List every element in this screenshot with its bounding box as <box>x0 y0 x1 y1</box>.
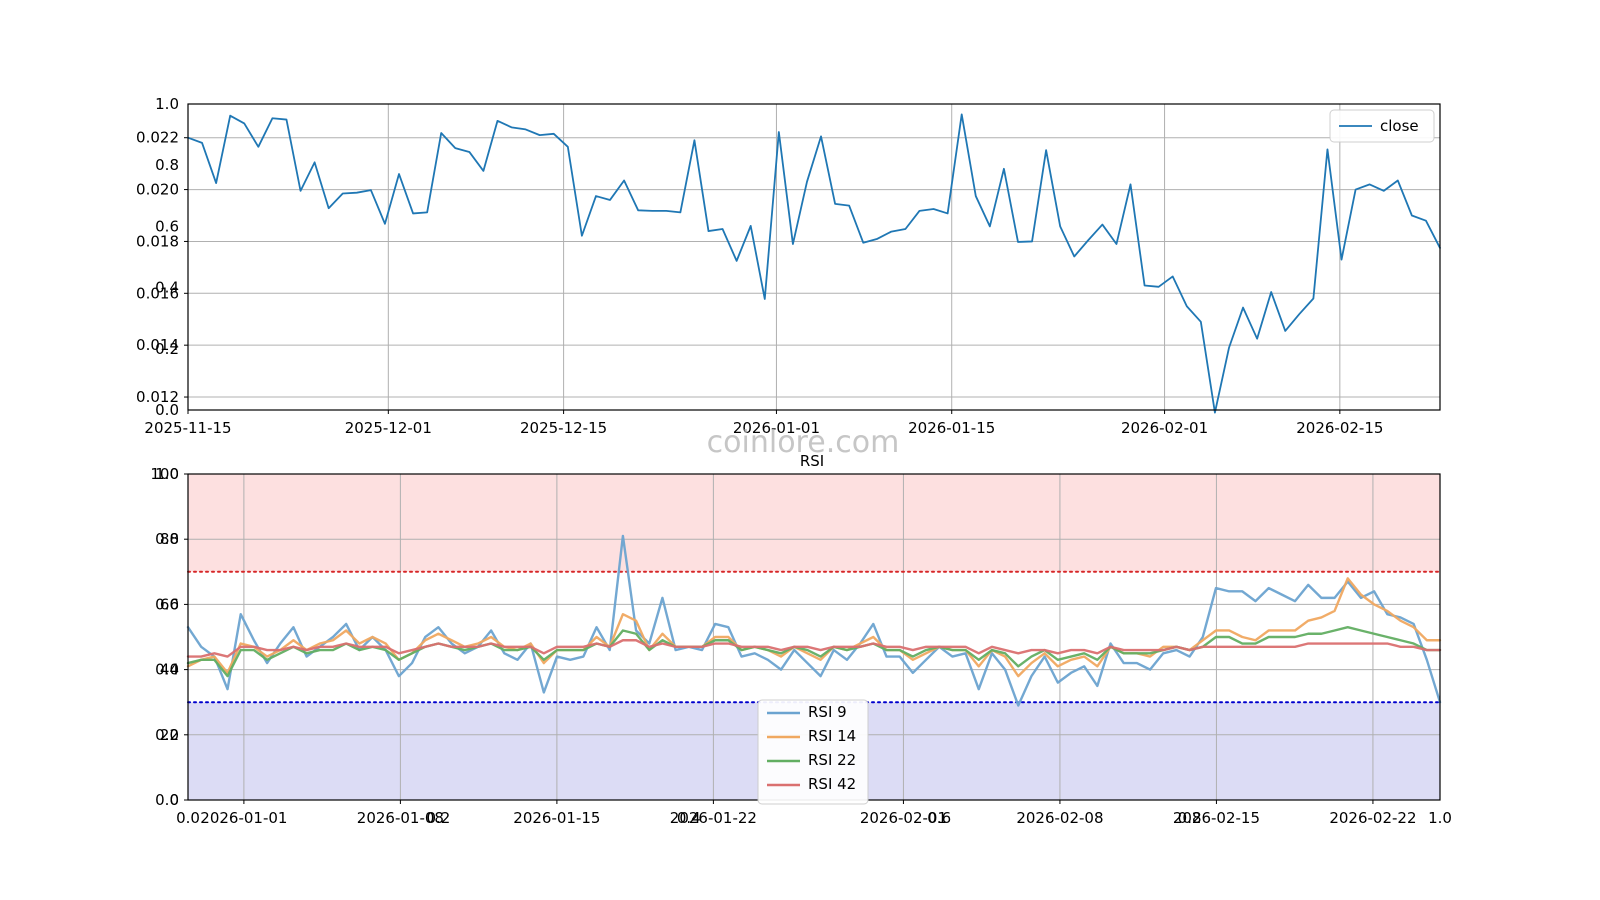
rsi-series-rsi-42 <box>186 639 1442 658</box>
price-ytick-label: 0.016 <box>136 284 179 302</box>
rsi-series-rsi-9 <box>186 534 1442 707</box>
price-ytick-label: 0.022 <box>136 129 179 147</box>
rsi-ytick-label: 80 <box>160 530 179 548</box>
rsi-legend-label-rsi-9: RSI 9 <box>808 703 847 721</box>
price-ytick-label: 0.020 <box>136 181 179 199</box>
rsi-secondary-ytick-label: 1.0 <box>155 465 179 483</box>
price-xtick-label: 2026-01-01 <box>733 419 820 437</box>
rsi-secondary-xtick-label: 0.6 <box>927 809 951 827</box>
rsi-xtick-label: 2026-01-22 <box>670 809 757 827</box>
price-xtick-label: 2026-02-15 <box>1296 419 1383 437</box>
rsi-xtick-label: 2026-02-22 <box>1329 809 1416 827</box>
rsi-secondary-ytick-label: 0.8 <box>155 530 179 548</box>
rsi-xtick-label: 2026-02-08 <box>1016 809 1103 827</box>
price-ytick-label: 0.014 <box>136 336 179 354</box>
rsi-ytick-label: 0 <box>169 791 179 809</box>
rsi-secondary-xtick-label: 0.8 <box>1178 809 1202 827</box>
price-plot-background <box>188 104 1440 410</box>
rsi-secondary-xtick-label: 0.4 <box>677 809 701 827</box>
rsi-secondary-ytick-label: 0.0 <box>155 791 179 809</box>
price-ytick-label: 0.018 <box>136 232 179 250</box>
watermark-coinlore: coinlore.com <box>707 425 900 460</box>
rsi-secondary-xtick-label: 1.0 <box>1428 809 1452 827</box>
price-legend-label-close: close <box>1380 117 1419 135</box>
rsi-secondary-ytick-label: 0.6 <box>155 595 179 613</box>
price-secondary-ytick-label: 1.0 <box>155 95 179 113</box>
rsi-secondary-ytick-label: 0.2 <box>155 726 179 744</box>
rsi-xtick-label: 2026-02-01 <box>860 809 947 827</box>
rsi-legend-label-rsi-22: RSI 22 <box>808 751 856 769</box>
rsi-title: RSI <box>800 452 824 470</box>
price-xtick-label: 2026-01-15 <box>908 419 995 437</box>
price-xtick-label: 2026-02-01 <box>1121 419 1208 437</box>
rsi-xtick-label: 2026-01-08 <box>357 809 444 827</box>
price-series-close <box>187 113 1441 414</box>
price-secondary-ytick-label: 0.4 <box>155 279 179 297</box>
rsi-secondary-xtick-label: 0.2 <box>426 809 450 827</box>
price-xtick-label: 2025-12-01 <box>345 419 432 437</box>
price-axes-frame <box>187 103 1441 411</box>
rsi-xtick-label: 2026-01-01 <box>200 809 287 827</box>
rsi-legend-box[interactable] <box>757 699 869 805</box>
rsi-secondary-xtick-label: 0.0 <box>176 809 200 827</box>
price-xtick-label: 2025-11-15 <box>144 419 231 437</box>
price-secondary-ytick-label: 0.8 <box>155 156 179 174</box>
price-legend-box[interactable] <box>1329 109 1435 143</box>
rsi-overbought-band <box>188 474 1440 572</box>
rsi-ytick-label: 20 <box>160 726 179 744</box>
price-secondary-ytick-label: 0.2 <box>155 340 179 358</box>
rsi-legend-label-rsi-14: RSI 14 <box>808 727 856 745</box>
rsi-secondary-ytick-label: 0.4 <box>155 661 179 679</box>
rsi-legend-label-rsi-42: RSI 42 <box>808 775 856 793</box>
rsi-series-rsi-22 <box>186 626 1442 678</box>
rsi-ytick-label: 60 <box>160 595 179 613</box>
price-ytick-label: 0.012 <box>136 388 179 406</box>
rsi-xtick-label: 2026-01-15 <box>513 809 600 827</box>
rsi-ytick-label: 40 <box>160 661 179 679</box>
price-secondary-ytick-label: 0.6 <box>155 217 179 235</box>
rsi-xtick-label: 2026-02-15 <box>1173 809 1260 827</box>
price-xtick-label: 2025-12-15 <box>520 419 607 437</box>
rsi-ytick-label: 100 <box>150 465 179 483</box>
price-secondary-ytick-label: 0.0 <box>155 401 179 419</box>
